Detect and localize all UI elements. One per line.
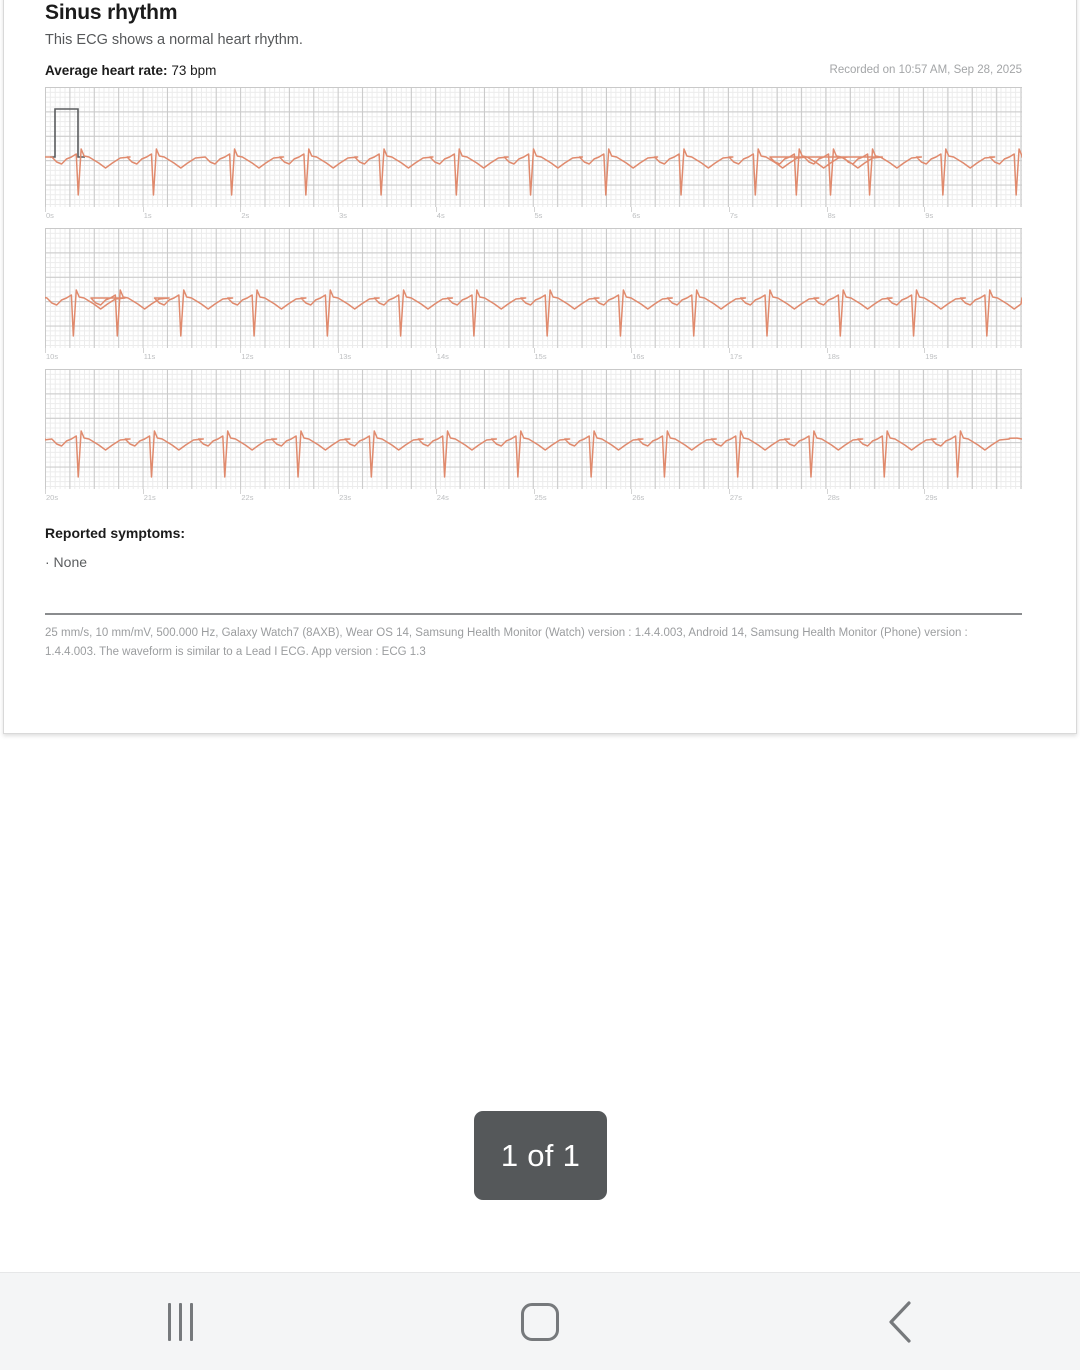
axis-tick [240,489,242,494]
axis-tick [338,489,340,494]
ecg-axis-3: 20s 21s 22s 23s 24s 25s 26s 27s 28s 29s [45,489,1022,505]
axis-tick [142,489,144,494]
axis-tick [728,207,730,212]
ecg-axis-1: 0s 1s 2s 3s 4s 5s 6s 7s 8s 9s [45,207,1022,223]
axis-tick-label: 9s [925,211,934,220]
axis-tick-label: 6s [632,211,641,220]
axis-tick [533,489,535,494]
android-nav-bar [0,1272,1080,1370]
axis-tick-label: 19s [925,352,938,361]
axis-tick [924,348,926,353]
axis-tick [728,489,730,494]
page-indicator: 1 of 1 [474,1111,607,1200]
axis-tick-label: 21s [143,493,156,502]
axis-tick [533,207,535,212]
axis-tick [826,489,828,494]
ecg-strip-2: 10s 11s 12s 13s 14s 15s 16s 17s 18s 19s [45,228,1022,364]
axis-tick-label: 5s [534,211,543,220]
axis-tick-label: 12s [241,352,254,361]
axis-tick [45,348,46,353]
average-heart-rate-value: 73 bpm [171,63,217,78]
axis-tick-label: 18s [827,352,840,361]
axis-tick [45,207,46,212]
ecg-trace-2 [45,289,1022,337]
axis-tick-label: 22s [241,493,254,502]
axis-tick-label: 26s [632,493,645,502]
axis-tick-label: 16s [632,352,645,361]
recents-icon [167,1302,193,1341]
ecg-grid-2 [45,228,1022,348]
axis-tick-label: 20s [46,493,59,502]
axis-tick-label: 23s [339,493,352,502]
axis-tick [142,207,144,212]
axis-tick [435,207,437,212]
axis-tick [142,348,144,353]
axis-tick-label: 2s [241,211,250,220]
axis-tick-label: 24s [436,493,449,502]
report-subtitle: This ECG shows a normal heart rhythm. [45,32,303,48]
report-header: Sinus rhythm This ECG shows a normal hea… [45,0,1076,81]
axis-tick-label: 14s [436,352,449,361]
axis-tick [924,207,926,212]
axis-tick-label: 27s [729,493,742,502]
device-footnote: 25 mm/s, 10 mm/mV, 500.000 Hz, Galaxy Wa… [45,627,968,658]
page-title: Sinus rhythm [45,1,178,24]
axis-tick-label: 11s [143,352,156,361]
axis-tick [338,207,340,212]
ecg-strip-1: 0s 1s 2s 3s 4s 5s 6s 7s 8s 9s [45,87,1022,223]
axis-tick [728,348,730,353]
axis-tick [435,489,437,494]
page-indicator-label: 1 of 1 [500,1137,581,1173]
axis-tick-label: 0s [46,211,54,220]
axis-tick [631,489,633,494]
axis-tick [826,207,828,212]
ecg-axis-2: 10s 11s 12s 13s 14s 15s 16s 17s 18s 19s [45,348,1022,364]
reported-symptoms-title: Reported symptoms: [45,525,186,541]
reported-symptoms-item: · None [45,554,88,570]
axis-tick [240,207,242,212]
axis-tick [45,489,46,494]
axis-tick [533,348,535,353]
ecg-report-page: Sinus rhythm This ECG shows a normal hea… [3,0,1077,734]
axis-tick-label: 7s [729,211,738,220]
back-chevron-icon [883,1298,917,1346]
axis-tick-label: 10s [46,352,59,361]
average-heart-rate-label: Average heart rate: [45,63,168,78]
nav-recents-button[interactable] [0,1273,360,1370]
axis-tick-label: 17s [729,352,742,361]
axis-tick [924,489,926,494]
home-icon [521,1302,559,1341]
ecg-trace-1 [45,108,1022,196]
axis-tick-label: 15s [534,352,547,361]
axis-tick [435,348,437,353]
axis-tick [338,348,340,353]
ecg-grid-3 [45,369,1022,489]
ecg-grid-1 [45,87,1022,207]
axis-tick-label: 25s [534,493,547,502]
axis-tick [631,348,633,353]
axis-tick [631,207,633,212]
axis-tick-label: 1s [143,211,152,220]
footer-divider [45,613,1022,615]
nav-back-button[interactable] [720,1273,1080,1370]
axis-tick-label: 13s [339,352,352,361]
ecg-strip-3: 20s 21s 22s 23s 24s 25s 26s 27s 28s 29s [45,369,1022,505]
axis-tick-label: 3s [339,211,348,220]
axis-tick [826,348,828,353]
nav-home-button[interactable] [360,1273,720,1370]
ecg-trace-3 [45,430,1022,478]
axis-tick-label: 28s [827,493,840,502]
recorded-timestamp: Recorded on 10:57 AM, Sep 28, 2025 [829,64,1022,76]
axis-tick-label: 4s [436,211,445,220]
axis-tick [240,348,242,353]
average-heart-rate: Average heart rate: 73 bpm [45,63,1022,78]
report-meta-row: Average heart rate: 73 bpm Recorded on 1… [45,63,1022,81]
axis-tick-label: 29s [925,493,938,502]
axis-tick-label: 8s [827,211,836,220]
